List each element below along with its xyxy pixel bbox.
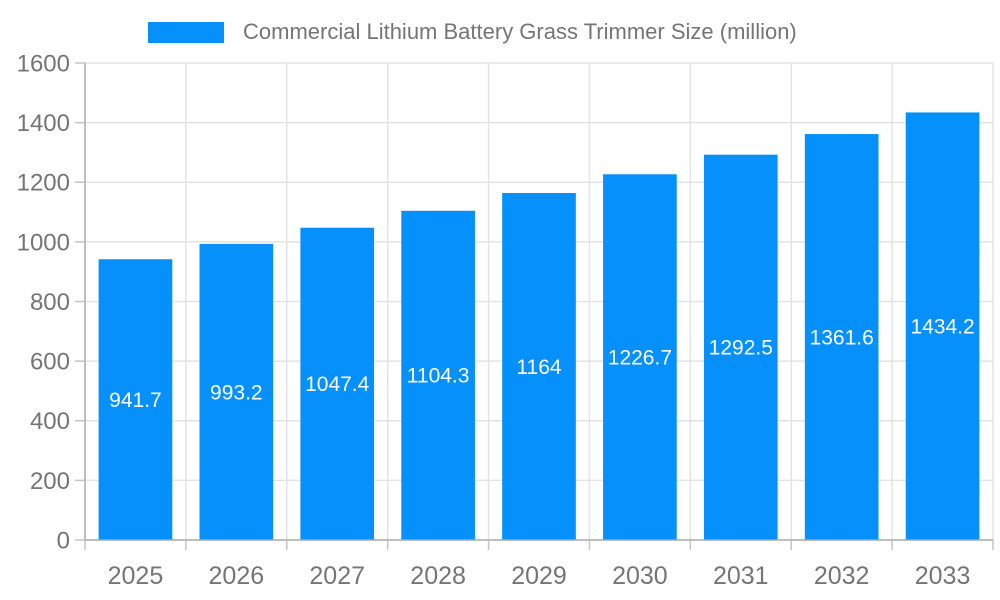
bar-2026[interactable] — [199, 243, 274, 540]
bar-2033[interactable] — [905, 112, 980, 540]
x-tick-label-2025: 2025 — [108, 562, 164, 590]
bar-2027[interactable] — [300, 227, 375, 540]
chart-title: Commercial Lithium Battery Grass Trimmer… — [243, 19, 797, 44]
bar-value-label-2031: 1292.5 — [709, 337, 773, 360]
y-tick-label-0: 0 — [57, 527, 70, 554]
bar-value-label-2033: 1434.2 — [910, 316, 974, 339]
bar-2029[interactable] — [502, 192, 576, 541]
bar-2028[interactable] — [401, 210, 475, 540]
x-tick-label-2028: 2028 — [410, 562, 466, 590]
bar-2030[interactable] — [603, 174, 677, 540]
y-tick-label-800: 800 — [30, 289, 70, 316]
bar-value-label-2032: 1361.6 — [810, 326, 874, 349]
x-tick-label-2030: 2030 — [612, 562, 668, 590]
legend-swatch-icon — [148, 21, 224, 43]
y-tick-label-1600: 1600 — [17, 50, 70, 77]
bar-value-label-2026: 993.2 — [210, 381, 263, 404]
chart-legend[interactable]: Commercial Lithium Battery Grass Trimmer… — [148, 21, 797, 43]
bar-value-label-2027: 1047.4 — [305, 373, 370, 396]
y-tick-label-600: 600 — [30, 349, 70, 376]
y-tick-label-1000: 1000 — [17, 229, 70, 256]
x-tick-label-2033: 2033 — [915, 562, 971, 590]
x-tick-label-2026: 2026 — [209, 562, 265, 590]
x-tick-label-2029: 2029 — [511, 562, 567, 590]
bar-value-label-2025: 941.7 — [109, 389, 162, 412]
y-tick-label-400: 400 — [30, 408, 70, 435]
bar-2025[interactable] — [98, 259, 173, 540]
bar-2032[interactable] — [804, 134, 879, 540]
bar-value-label-2030: 1226.7 — [608, 346, 672, 369]
bar-value-label-2028: 1104.3 — [407, 365, 470, 388]
x-tick-label-2031: 2031 — [713, 562, 769, 590]
bar-value-label-2029: 1164 — [516, 356, 561, 379]
y-tick-label-200: 200 — [30, 468, 70, 495]
x-tick-label-2032: 2032 — [814, 562, 870, 590]
y-tick-label-1400: 1400 — [17, 110, 70, 137]
bar-2031[interactable] — [703, 154, 778, 540]
y-tick-label-1200: 1200 — [17, 170, 70, 197]
x-tick-label-2027: 2027 — [309, 562, 365, 590]
